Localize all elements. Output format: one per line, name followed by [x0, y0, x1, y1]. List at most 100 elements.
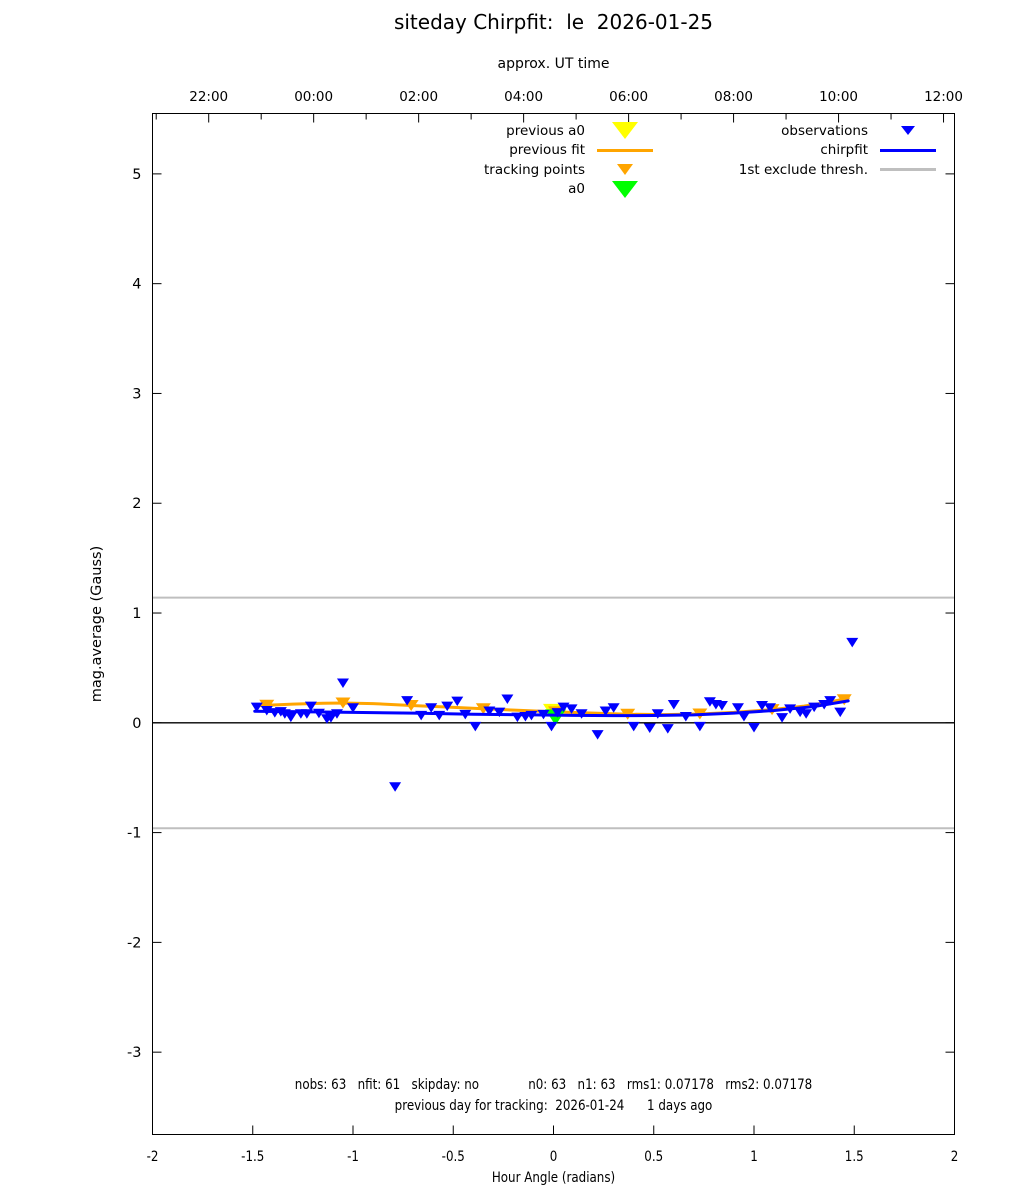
- observation-point: [764, 703, 777, 713]
- observation-point: [250, 702, 263, 713]
- top-axis-tick-label: 00:00: [294, 89, 333, 105]
- observation-point: [551, 708, 564, 718]
- top-axis-tick-label: 12:00: [924, 89, 963, 105]
- x-axis-tick-label: -2: [147, 1149, 159, 1165]
- y-axis-tick-label: -1: [127, 826, 141, 842]
- observation-point: [715, 701, 728, 711]
- y-axis-tick-label: 0: [132, 716, 141, 732]
- plot-border: [152, 113, 955, 1135]
- observation-point: [451, 696, 464, 707]
- top-axis-label: approx. UT time: [497, 56, 610, 72]
- legend-label: observations: [781, 122, 868, 139]
- x-axis-tick-label: -1: [347, 1149, 359, 1165]
- observation-point: [627, 721, 640, 732]
- x-axis-tick-label: 0.5: [644, 1149, 663, 1165]
- x-axis-tick-label: 1: [750, 1149, 758, 1165]
- observation-point: [834, 707, 847, 718]
- legend-item-previous-fit: previous fit: [152, 141, 653, 161]
- observation-point: [591, 730, 604, 740]
- tracking-point: [335, 697, 351, 709]
- observation-point: [824, 696, 837, 706]
- legend-label: previous a0: [506, 122, 585, 139]
- legend-label: previous fit: [509, 142, 585, 159]
- observation-point: [284, 712, 297, 723]
- top-axis-tick-label: 22:00: [189, 89, 228, 105]
- top-axis-tick-label: 04:00: [504, 89, 543, 105]
- previous-a0-triangle-icon: [612, 122, 638, 140]
- y-axis-tick-label: -3: [127, 1045, 141, 1061]
- observation-point: [607, 703, 620, 713]
- x-axis-tick-label: -1.5: [241, 1149, 264, 1165]
- observation-point: [737, 712, 750, 722]
- observation-point: [401, 696, 414, 706]
- y-axis-tick-label: 3: [132, 386, 141, 402]
- y-axis-tick-label: 5: [132, 167, 141, 183]
- observation-point: [304, 701, 317, 712]
- y-axis-tick-label: -2: [127, 935, 141, 951]
- observation-point: [483, 706, 496, 717]
- x-axis-title: Hour Angle (radians): [491, 1170, 616, 1186]
- observation-point: [731, 703, 744, 713]
- legend-right: observations chirpfit 1st exclude thresh…: [640, 121, 936, 180]
- legend-item-exclude-thresh: 1st exclude thresh.: [640, 160, 936, 180]
- legend-label: chirpfit: [820, 142, 868, 159]
- chirpfit-curve: [253, 699, 850, 718]
- observation-point: [425, 703, 438, 713]
- y-axis-tick-label: 1: [132, 606, 141, 622]
- a0-marker: [545, 709, 567, 726]
- legend-label: tracking points: [484, 161, 585, 178]
- stats-line-1: nobs: 63 nfit: 61 skipday: no n0: 63 n1:…: [294, 1077, 813, 1093]
- x-axis-tick-label: 2: [951, 1149, 959, 1165]
- observation-point: [389, 782, 402, 792]
- observation-point: [703, 697, 716, 707]
- observation-point: [324, 713, 337, 723]
- chirpfit-line-icon: [880, 148, 936, 152]
- observation-point: [501, 694, 514, 704]
- observation-point: [469, 721, 482, 732]
- y-axis-tick-label: 4: [132, 277, 141, 293]
- previous-fit-line-icon: [597, 148, 653, 152]
- observation-point: [347, 703, 359, 713]
- observation-point: [643, 723, 656, 734]
- exclude-thresh-line-icon: [880, 168, 936, 172]
- legend-item-chirpfit: chirpfit: [640, 141, 936, 161]
- observation-point: [693, 721, 706, 732]
- observation-point: [679, 712, 692, 722]
- observation-point: [545, 721, 558, 732]
- x-axis-tick-label: 0: [550, 1149, 558, 1165]
- top-axis-tick-label: 10:00: [819, 89, 858, 105]
- legend-item-previous-a0: previous a0: [152, 121, 653, 141]
- chart-title: siteday Chirpfit: le 2026-01-25: [393, 10, 714, 34]
- legend-item-tracking-points: tracking points: [152, 160, 653, 180]
- top-axis-tick-label: 02:00: [399, 89, 438, 105]
- legend-item-a0: a0: [152, 180, 653, 200]
- a0-triangle-icon: [612, 180, 638, 198]
- x-axis-tick-label: 1.5: [845, 1149, 864, 1165]
- observation-point: [599, 706, 612, 717]
- tracking-point: [836, 694, 852, 706]
- observation-point: [441, 701, 454, 712]
- observation-point: [846, 637, 859, 648]
- observations-triangle-icon: [901, 126, 915, 136]
- observation-point: [667, 699, 680, 710]
- observation-point: [336, 678, 349, 689]
- y-axis-tick-label: 2: [132, 496, 141, 512]
- top-axis-tick-label: 06:00: [609, 89, 648, 105]
- stats-line-2: previous day for tracking: 2026-01-24 1 …: [394, 1098, 713, 1114]
- legend-label: a0: [568, 181, 585, 198]
- observation-point: [776, 713, 789, 723]
- tracking-point-triangle-icon: [617, 164, 633, 176]
- top-axis-tick-label: 08:00: [714, 89, 753, 105]
- observation-point: [748, 722, 760, 733]
- observation-point: [661, 724, 674, 734]
- observation-point: [565, 704, 578, 714]
- tracking-point: [259, 699, 275, 711]
- legend-label: 1st exclude thresh.: [738, 161, 868, 178]
- x-axis-tick-label: -0.5: [442, 1149, 465, 1165]
- legend-left: previous a0 previous fit tracking points…: [152, 121, 653, 199]
- tracking-point: [475, 703, 491, 715]
- observation-point: [493, 707, 506, 718]
- observation-point: [800, 709, 813, 719]
